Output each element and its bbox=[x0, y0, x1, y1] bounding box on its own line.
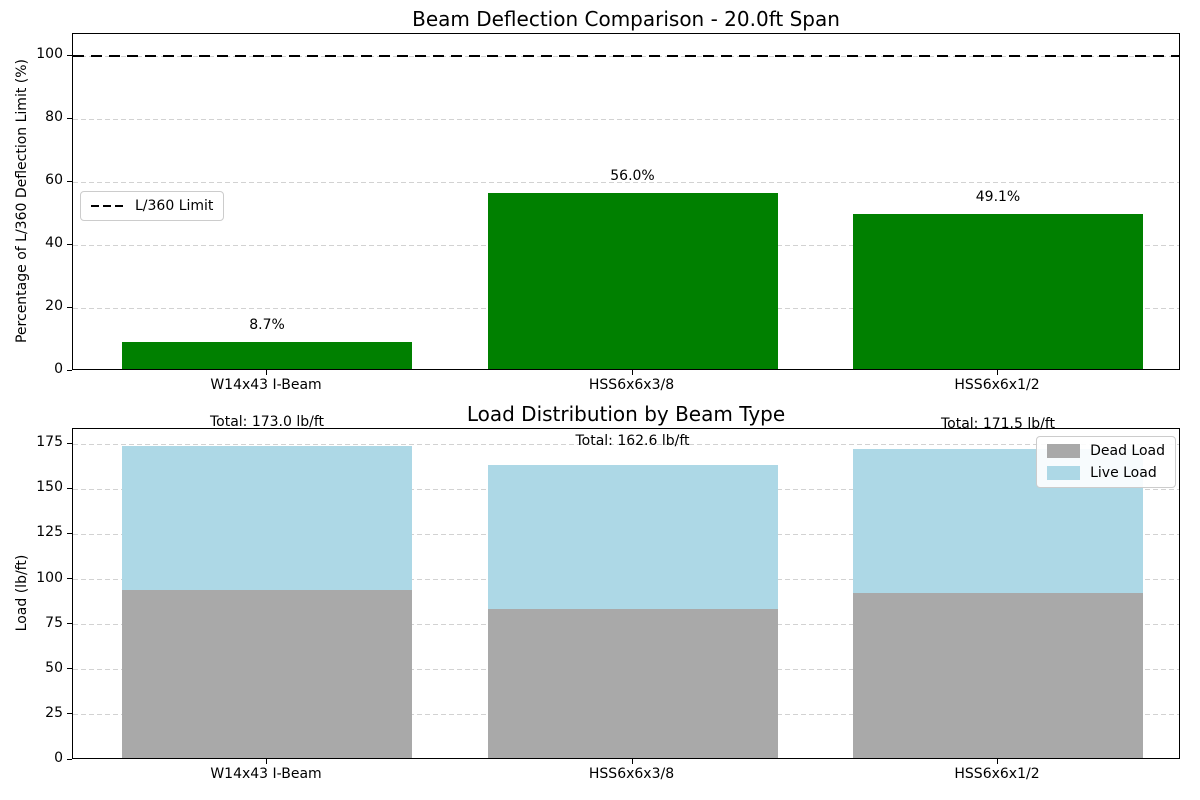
y-tick-label: 25 bbox=[45, 704, 63, 721]
y-tick-mark bbox=[67, 54, 72, 56]
y-tick-label: 80 bbox=[45, 109, 63, 126]
x-tick-mark bbox=[631, 370, 633, 375]
x-tick-label: HSS6x6x1/2 bbox=[954, 377, 1040, 393]
bar-segment-dead-load bbox=[487, 608, 778, 758]
y-tick-label: 50 bbox=[45, 659, 63, 676]
bar-segment-dead-load bbox=[853, 592, 1143, 758]
legend-label: Dead Load bbox=[1090, 443, 1165, 459]
y-tick-label: 175 bbox=[36, 434, 63, 451]
bar-total-label: Total: 173.0 lb/ft bbox=[209, 413, 325, 430]
y-tick-label: 100 bbox=[36, 569, 63, 586]
legend-dashed-line-sample bbox=[91, 205, 125, 207]
legend-color-patch bbox=[1047, 466, 1081, 480]
x-tick-mark bbox=[997, 370, 998, 375]
y-tick-label: 150 bbox=[36, 479, 63, 496]
y-tick-label: 60 bbox=[45, 172, 63, 189]
y-tick-mark bbox=[67, 442, 72, 444]
x-tick-label: HSS6x6x3/8 bbox=[588, 766, 675, 782]
legend: Dead Load Live Load bbox=[1036, 436, 1176, 488]
y-tick-mark bbox=[67, 117, 72, 119]
x-tick-label: W14x43 I-Beam bbox=[210, 766, 322, 782]
y-tick-label: 20 bbox=[45, 298, 63, 314]
chart-title: Load Distribution by Beam Type bbox=[466, 402, 786, 426]
y-tick-label: 100 bbox=[36, 46, 63, 63]
y-tick-mark bbox=[67, 369, 72, 371]
gridline bbox=[73, 181, 1179, 183]
bar-segment-dead-load bbox=[122, 590, 412, 758]
legend-label: L/360 Limit bbox=[135, 198, 214, 214]
y-tick-label: 75 bbox=[45, 614, 63, 631]
x-tick-label: HSS6x6x1/2 bbox=[954, 766, 1040, 782]
bar-value-label: 56.0% bbox=[610, 167, 655, 184]
legend: L/360 Limit bbox=[80, 191, 225, 221]
y-tick-mark bbox=[67, 758, 72, 760]
gridline bbox=[73, 443, 1179, 445]
plot-area: 8.7% 56.0% 49.1% bbox=[72, 33, 1180, 370]
bar bbox=[853, 214, 1143, 369]
legend-row: Dead Load bbox=[1047, 443, 1165, 459]
y-tick-mark bbox=[67, 487, 72, 489]
y-tick-mark bbox=[67, 578, 72, 580]
bar-total-label: Total: 162.6 lb/ft bbox=[575, 432, 690, 449]
y-tick-mark bbox=[67, 306, 72, 308]
y-axis-label: Load (lb/ft) bbox=[14, 554, 30, 632]
bar-segment-live-load bbox=[487, 464, 778, 609]
bar-segment-live-load bbox=[122, 445, 412, 591]
chart-title: Beam Deflection Comparison - 20.0ft Span bbox=[412, 7, 840, 31]
y-tick-label: 125 bbox=[36, 524, 63, 541]
bar bbox=[487, 192, 778, 369]
y-tick-label: 40 bbox=[45, 235, 63, 252]
y-tick-mark bbox=[67, 713, 72, 715]
legend-label: Live Load bbox=[1090, 465, 1157, 481]
legend-row: L/360 Limit bbox=[91, 198, 213, 214]
y-tick-mark bbox=[67, 668, 72, 670]
bar-value-label: 49.1% bbox=[975, 189, 1021, 206]
gridline bbox=[73, 118, 1179, 120]
y-tick-mark bbox=[67, 243, 72, 245]
legend-row: Live Load bbox=[1047, 465, 1165, 481]
y-tick-mark bbox=[67, 623, 72, 625]
x-tick-mark bbox=[631, 759, 633, 764]
x-tick-label: W14x43 I-Beam bbox=[210, 377, 322, 393]
deflection-limit-line bbox=[73, 55, 1179, 58]
x-tick-mark bbox=[266, 370, 267, 375]
y-tick-mark bbox=[67, 180, 72, 182]
y-tick-label: 0 bbox=[54, 750, 63, 766]
bar-value-label: 8.7% bbox=[249, 316, 285, 333]
x-tick-mark bbox=[997, 759, 998, 764]
plot-area: Total: 173.0 lb/ft Total: 162.6 lb/ft Tota… bbox=[72, 414, 1180, 759]
y-tick-mark bbox=[67, 532, 72, 534]
bar bbox=[122, 341, 412, 369]
x-tick-mark bbox=[266, 759, 267, 764]
x-tick-label: HSS6x6x3/8 bbox=[588, 377, 675, 393]
legend-color-patch bbox=[1047, 444, 1081, 458]
bar-total-label: Total: 171.5 lb/ft bbox=[940, 416, 1056, 433]
y-tick-label: 0 bbox=[54, 361, 63, 377]
